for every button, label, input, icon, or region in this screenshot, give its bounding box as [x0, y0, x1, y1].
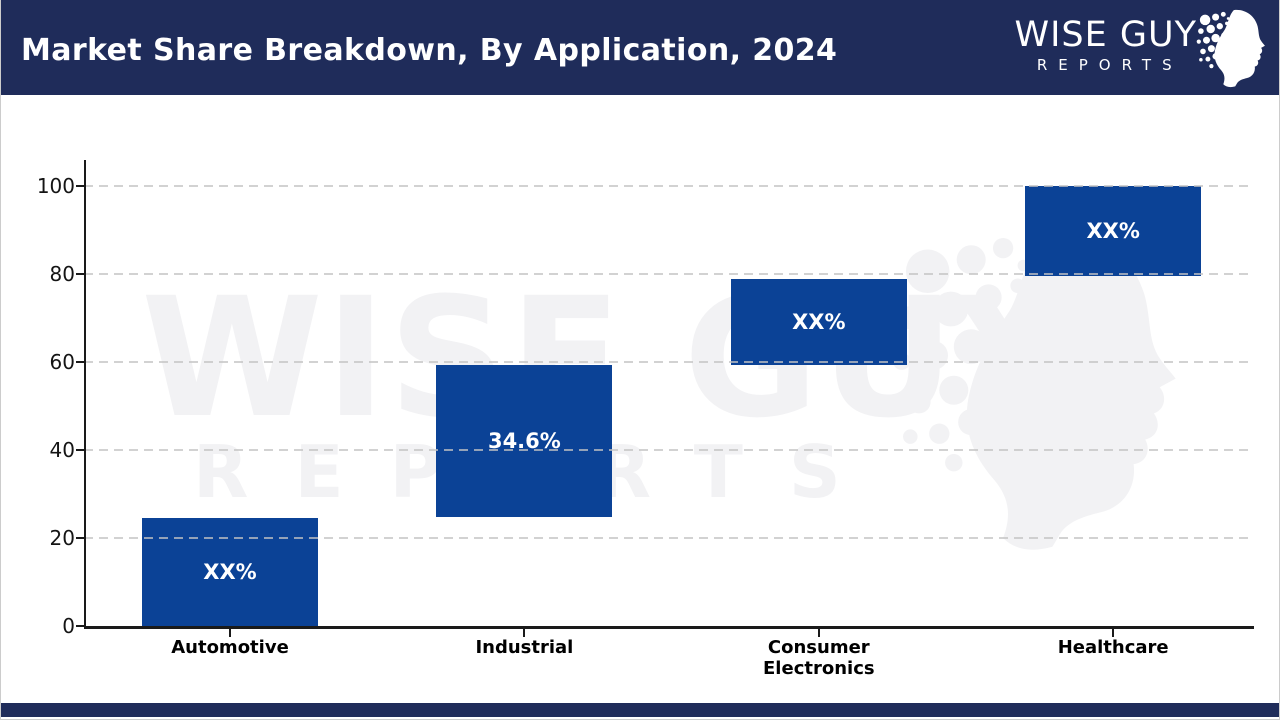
x-axis-tick-mark [817, 629, 820, 637]
x-axis-tick-mark [229, 629, 231, 637]
bar-value-label: XX% [792, 309, 846, 334]
chart-title: Market Share Breakdown, By Application, … [21, 33, 838, 68]
y-gridline [84, 273, 1254, 275]
y-axis-tick-mark [76, 185, 84, 187]
y-axis-tick-mark [76, 273, 84, 275]
y-gridline [84, 449, 1254, 451]
y-axis-tick-label: 80 [49, 262, 75, 286]
brand-logo-text: WISE GUY REPORTS [1014, 17, 1197, 74]
y-axis-tick-mark [76, 361, 84, 363]
brand-name: WISE GUY [1014, 15, 1197, 55]
y-gridline [84, 361, 1254, 363]
x-axis-tick-mark [1112, 629, 1115, 637]
y-axis-tick-mark [76, 537, 84, 539]
y-axis-line [84, 160, 86, 628]
category-label-line: Healthcare [1057, 637, 1169, 658]
category-label-line: Automotive [171, 637, 289, 658]
y-gridline [84, 185, 1254, 187]
footer-band [1, 703, 1279, 717]
x-axis-line [84, 626, 1254, 629]
category-label: Healthcare [993, 637, 1233, 658]
category-label: Automotive [110, 637, 350, 658]
y-axis-tick-label: 40 [49, 438, 75, 462]
header-band: Market Share Breakdown, By Application, … [1, 0, 1279, 95]
y-axis-tick-label: 0 [62, 614, 75, 638]
brand-head-icon [1196, 9, 1265, 88]
y-axis-tick-mark [76, 625, 84, 627]
brand-subtitle: REPORTS [1036, 55, 1183, 74]
y-axis-tick-label: 60 [49, 350, 75, 374]
bar: XX% [142, 518, 318, 626]
category-label-line: Industrial [475, 637, 574, 658]
category-label: Industrial [404, 637, 644, 658]
y-gridline [84, 537, 1254, 539]
x-axis-tick-mark [523, 629, 526, 637]
y-axis-tick-label: 100 [36, 174, 75, 198]
bar-value-label: XX% [203, 560, 257, 585]
bar: XX% [730, 278, 907, 365]
bar: 34.6% [436, 365, 613, 518]
category-label-line: Consumer [767, 637, 870, 658]
category-label-line: Electronics [763, 658, 875, 679]
y-axis-tick-mark [76, 449, 84, 451]
brand-logo: WISE GUY REPORTS [1011, 4, 1271, 92]
bar: XX% [1025, 186, 1202, 277]
bar-value-label: XX% [1086, 219, 1140, 244]
category-label: Consumer Electronics [699, 637, 939, 679]
y-axis-tick-label: 20 [49, 526, 75, 550]
